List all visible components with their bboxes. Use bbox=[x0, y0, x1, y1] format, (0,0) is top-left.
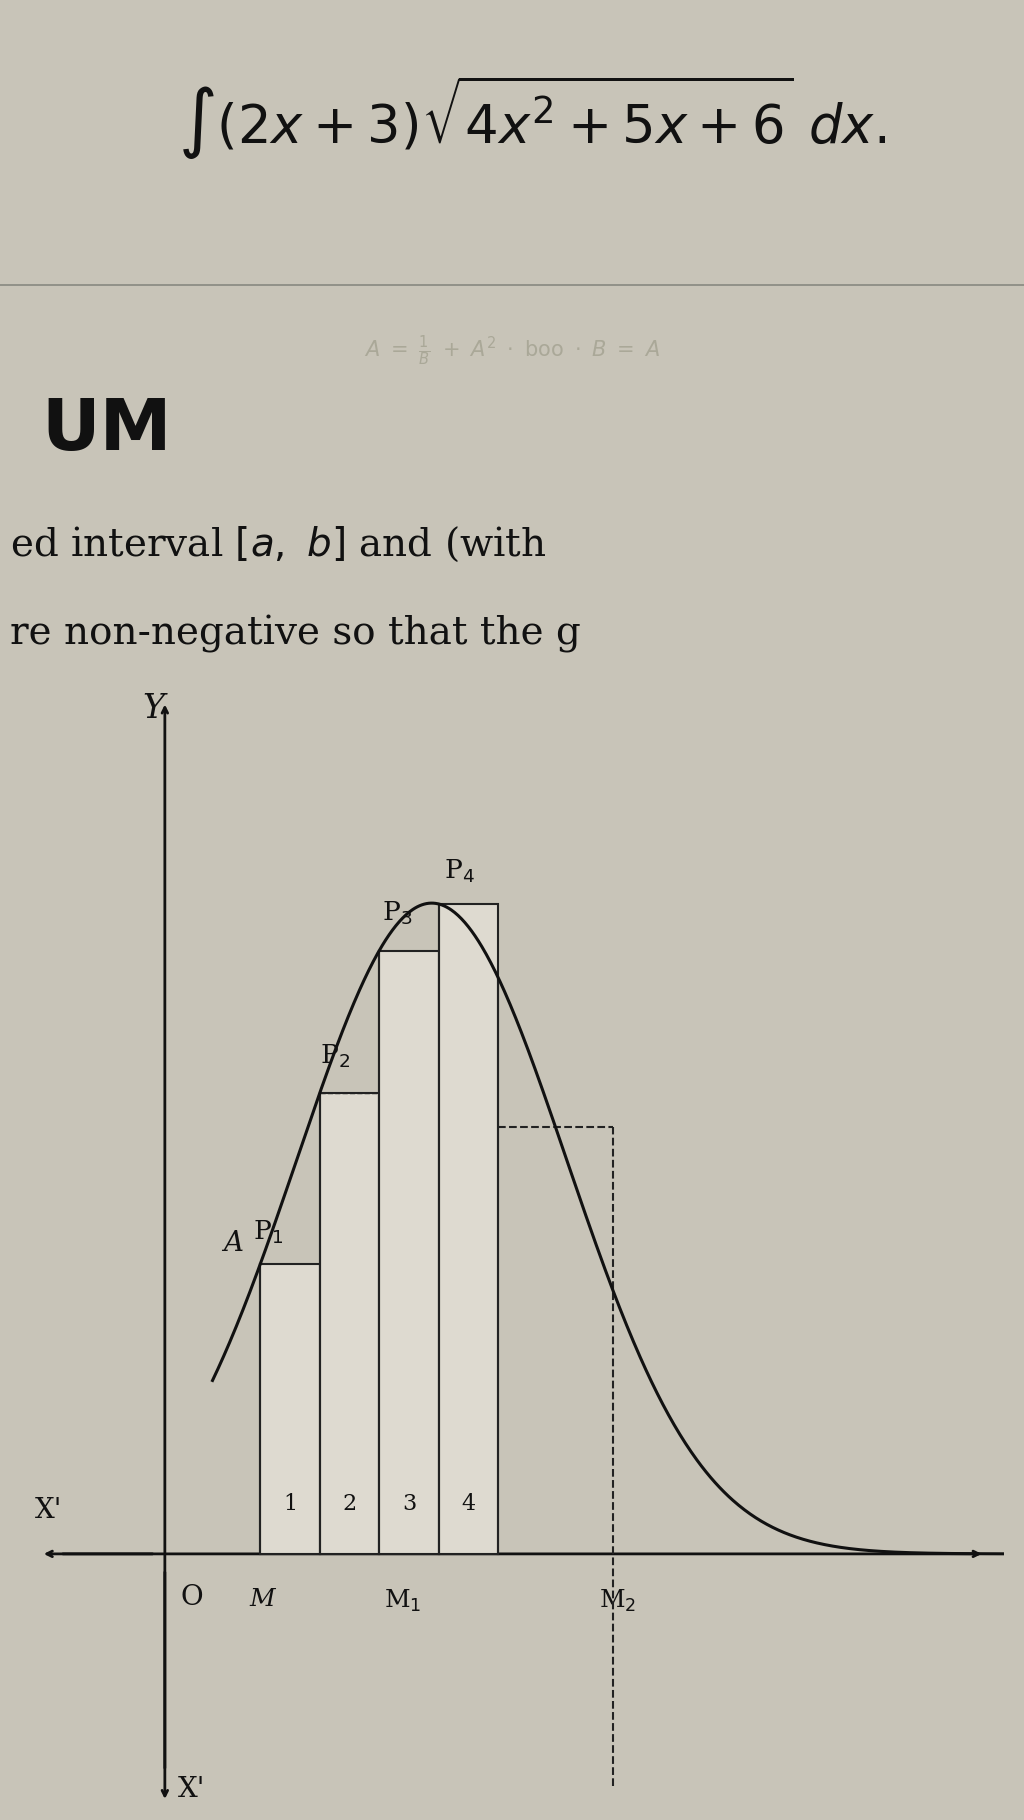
Text: 2: 2 bbox=[342, 1492, 356, 1514]
Bar bbox=[439, 905, 499, 1554]
Text: X': X' bbox=[35, 1498, 62, 1523]
Text: A: A bbox=[223, 1230, 243, 1256]
Text: M$_1$: M$_1$ bbox=[384, 1589, 422, 1614]
Text: X': X' bbox=[178, 1776, 205, 1804]
Bar bbox=[319, 1094, 379, 1554]
Bar bbox=[379, 950, 439, 1554]
Text: 1: 1 bbox=[283, 1492, 297, 1514]
Text: O: O bbox=[180, 1583, 203, 1611]
Text: Y: Y bbox=[142, 693, 165, 726]
Text: P$_1$: P$_1$ bbox=[253, 1218, 283, 1247]
Text: M$_2$: M$_2$ bbox=[599, 1589, 636, 1614]
Text: 4: 4 bbox=[462, 1492, 476, 1514]
Bar bbox=[260, 1265, 319, 1554]
Text: ed interval $[a,\ b]$ and (with: ed interval $[a,\ b]$ and (with bbox=[10, 524, 547, 564]
Text: P$_2$: P$_2$ bbox=[319, 1043, 350, 1070]
Text: 3: 3 bbox=[402, 1492, 416, 1514]
Text: UM: UM bbox=[41, 397, 171, 464]
Text: $\int(2x+3)\sqrt{4x^2+5x+6}\ dx.$: $\int(2x+3)\sqrt{4x^2+5x+6}\ dx.$ bbox=[178, 73, 887, 162]
Text: $A\ =\ \frac{1}{B}\ +\ A^2\ \cdot\ \mathrm{boo}\ \cdot\ B\ =\ A$: $A\ =\ \frac{1}{B}\ +\ A^2\ \cdot\ \math… bbox=[365, 333, 659, 368]
Text: M: M bbox=[249, 1589, 274, 1611]
Text: P$_3$: P$_3$ bbox=[382, 899, 413, 926]
Text: P$_4$: P$_4$ bbox=[443, 857, 474, 886]
Text: re non-negative so that the g: re non-negative so that the g bbox=[10, 615, 581, 653]
